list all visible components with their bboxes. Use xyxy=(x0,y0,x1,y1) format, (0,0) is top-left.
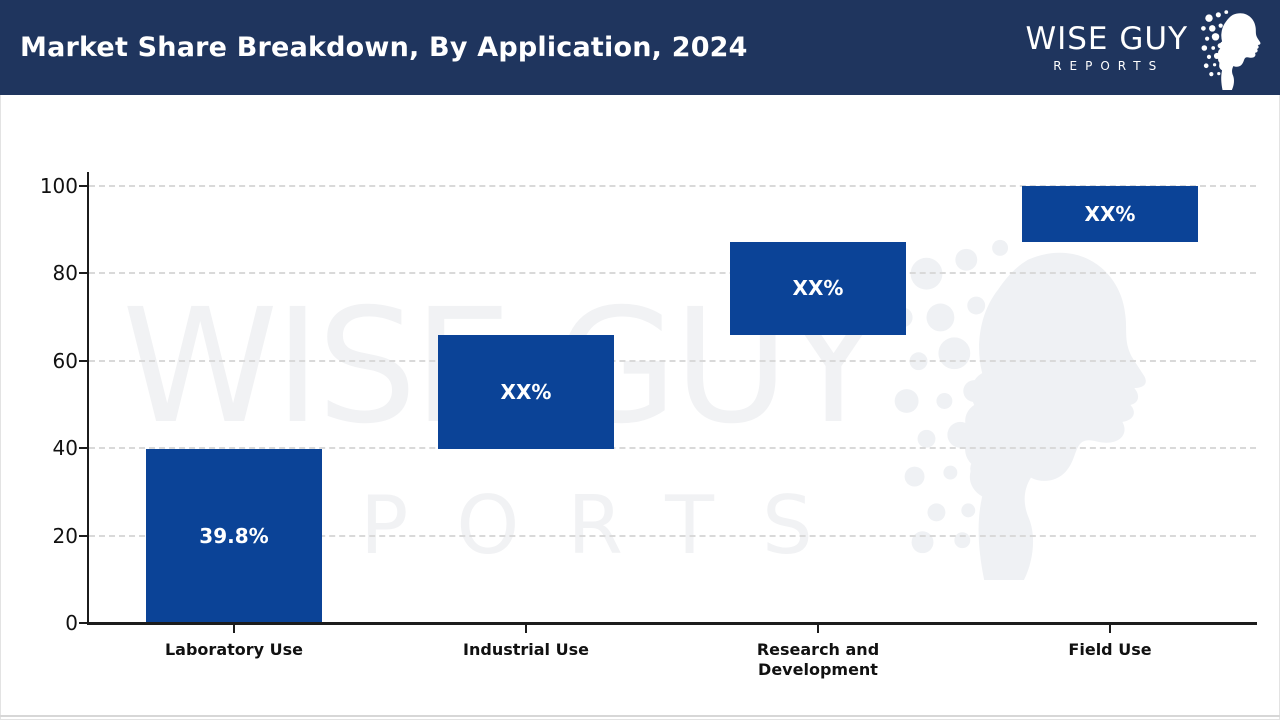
gridline xyxy=(89,185,1256,187)
y-tick-mark xyxy=(79,359,87,362)
brand-logo-text: WISE GUY REPORTS xyxy=(1025,21,1188,73)
y-tick-label: 40 xyxy=(52,436,78,461)
bar-value-label: 39.8% xyxy=(199,524,269,549)
y-tick-mark xyxy=(79,622,87,624)
gridline xyxy=(89,534,1256,537)
y-axis-line xyxy=(87,172,89,625)
y-tick-mark xyxy=(79,534,87,537)
x-tick-mark xyxy=(1109,625,1111,633)
gridline xyxy=(89,447,1256,450)
bar-segment xyxy=(438,334,614,450)
y-tick-label: 60 xyxy=(52,348,78,373)
brand-logo: WISE GUY REPORTS xyxy=(1025,4,1270,92)
x-tick-label: Laboratory Use xyxy=(114,640,354,660)
x-tick-label-text: Field Use xyxy=(1068,640,1152,659)
brand-subtitle: REPORTS xyxy=(1053,59,1165,73)
y-tick-mark xyxy=(79,272,87,275)
bar-value-label: XX% xyxy=(500,379,552,404)
brand-wordmark: WISE GUY xyxy=(1025,21,1188,57)
y-tick-label: 20 xyxy=(52,523,78,548)
x-tick-mark xyxy=(525,625,527,633)
x-tick-label: Field Use xyxy=(990,640,1230,660)
bar-value-label: XX% xyxy=(792,276,844,301)
y-tick-mark xyxy=(79,185,87,187)
chart-title: Market Share Breakdown, By Application, … xyxy=(20,32,748,63)
x-tick-label: Industrial Use xyxy=(406,640,646,660)
header-bar: Market Share Breakdown, By Application, … xyxy=(0,0,1280,95)
x-tick-mark xyxy=(817,625,819,633)
brand-head-icon xyxy=(1201,10,1261,90)
y-tick-label: 80 xyxy=(52,261,78,286)
x-tick-label-text: Laboratory Use xyxy=(164,640,304,659)
x-axis-line xyxy=(87,622,1257,625)
bar-value-label: XX% xyxy=(1084,201,1136,226)
gridline xyxy=(89,272,1256,275)
x-tick-label-text: Industrial Use xyxy=(463,640,589,659)
x-tick-label: Research and Development xyxy=(698,640,938,681)
bar-segment xyxy=(730,241,906,335)
bottom-divider xyxy=(0,715,1280,717)
x-tick-label-text: Research and Development xyxy=(756,640,880,680)
y-tick-label: 100 xyxy=(39,174,78,198)
gridline xyxy=(89,359,1256,362)
y-tick-label: 0 xyxy=(65,611,78,635)
bar-segment xyxy=(146,449,322,623)
x-tick-mark xyxy=(233,625,235,633)
y-tick-mark xyxy=(79,447,87,450)
bar-segment xyxy=(1022,186,1198,242)
